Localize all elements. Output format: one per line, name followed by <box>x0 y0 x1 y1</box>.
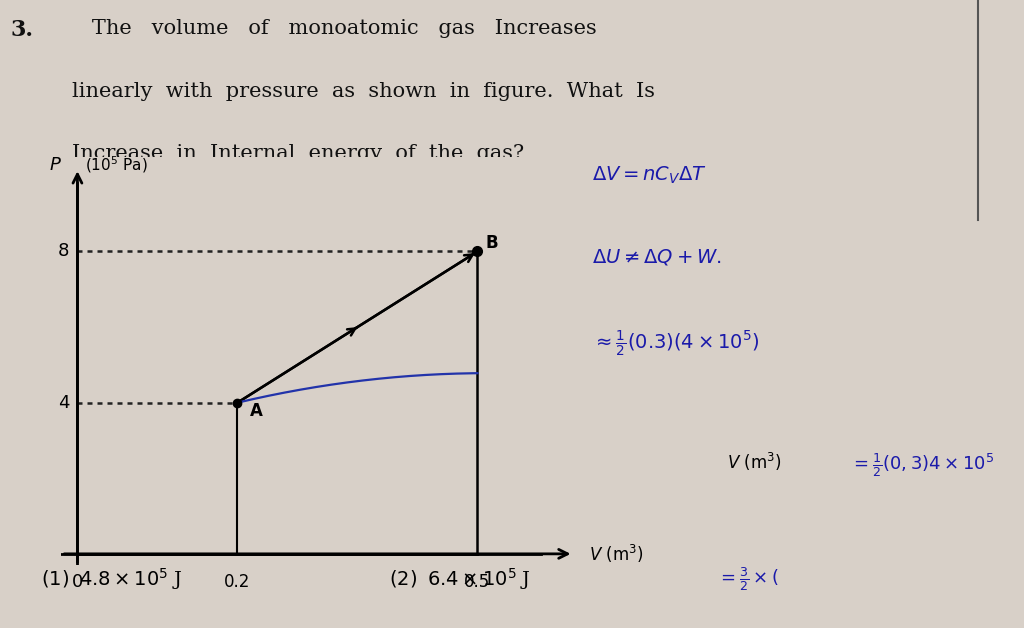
Text: linearly  with  pressure  as  shown  in  figure.  What  Is: linearly with pressure as shown in figur… <box>72 82 654 100</box>
Text: $= \frac{1}{2}(0,3)4\times10^5$: $= \frac{1}{2}(0,3)4\times10^5$ <box>850 451 994 479</box>
Text: 4: 4 <box>58 394 70 412</box>
Text: $(2)\;\; 6.4 \times 10^5\;$J: $(2)\;\; 6.4 \times 10^5\;$J <box>389 566 530 592</box>
Text: $\Delta U \neq \Delta Q + W.$: $\Delta U \neq \Delta Q + W.$ <box>592 247 722 267</box>
Text: The   volume   of   monoatomic   gas   Increases: The volume of monoatomic gas Increases <box>72 19 596 38</box>
Text: A: A <box>250 402 262 420</box>
Text: $V\ (\mathrm{m}^3)$: $V\ (\mathrm{m}^3)$ <box>590 543 644 565</box>
Text: 3.: 3. <box>10 19 33 41</box>
Text: $(10^5$ Pa): $(10^5$ Pa) <box>85 154 148 175</box>
Text: $\Delta V = nC_V\Delta T$: $\Delta V = nC_V\Delta T$ <box>592 165 707 187</box>
Text: $V\ (\mathrm{m}^3)$: $V\ (\mathrm{m}^3)$ <box>727 451 781 473</box>
Text: B: B <box>485 234 498 252</box>
Text: $P$: $P$ <box>48 156 61 173</box>
Text: $= \frac{3}{2}\times($: $= \frac{3}{2}\times($ <box>717 565 779 593</box>
Text: Increase  in  Internal  energy  of  the  gas?: Increase in Internal energy of the gas? <box>72 144 524 163</box>
Text: 0: 0 <box>72 573 83 591</box>
Text: $(1)\;\; 4.8 \times 10^5\;$J: $(1)\;\; 4.8 \times 10^5\;$J <box>41 566 182 592</box>
Text: $\approx \frac{1}{2}(0.3)(4\times10^5)$: $\approx \frac{1}{2}(0.3)(4\times10^5)$ <box>592 328 760 359</box>
Text: 8: 8 <box>58 242 70 261</box>
Text: 0.5: 0.5 <box>464 573 490 591</box>
Text: 0.2: 0.2 <box>224 573 251 591</box>
